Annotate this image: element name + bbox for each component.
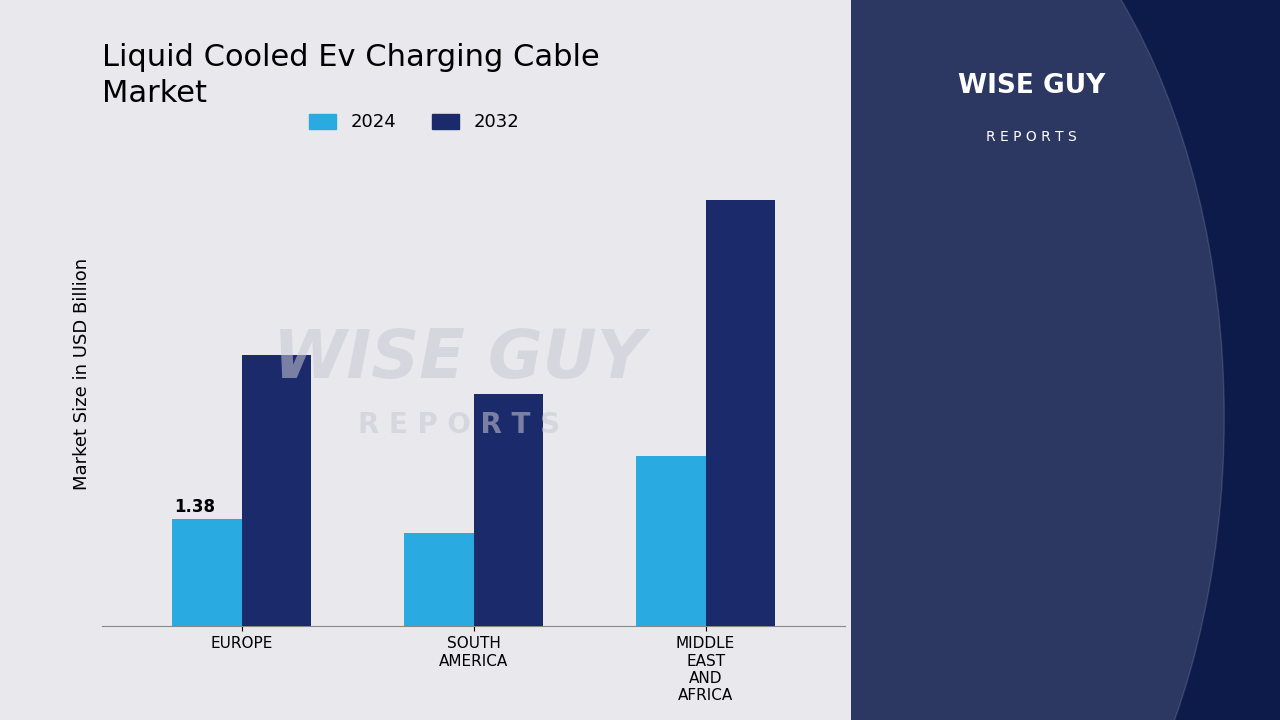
Circle shape <box>521 0 1224 720</box>
Legend: 2024, 2032: 2024, 2032 <box>302 107 527 139</box>
Bar <box>242 355 311 626</box>
Bar <box>474 394 543 626</box>
Y-axis label: Market Size in USD Billion: Market Size in USD Billion <box>73 258 91 490</box>
Bar <box>172 519 242 626</box>
Bar <box>404 534 474 626</box>
Text: WISE GUY: WISE GUY <box>957 73 1105 99</box>
Bar <box>636 456 705 626</box>
Text: Liquid Cooled Ev Charging Cable
Market: Liquid Cooled Ev Charging Cable Market <box>102 43 600 108</box>
Text: WISE GUY: WISE GUY <box>273 326 645 392</box>
Text: R E P O R T S: R E P O R T S <box>357 411 559 438</box>
Text: 1.38: 1.38 <box>174 498 215 516</box>
Text: R E P O R T S: R E P O R T S <box>986 130 1076 144</box>
Bar <box>705 200 776 626</box>
